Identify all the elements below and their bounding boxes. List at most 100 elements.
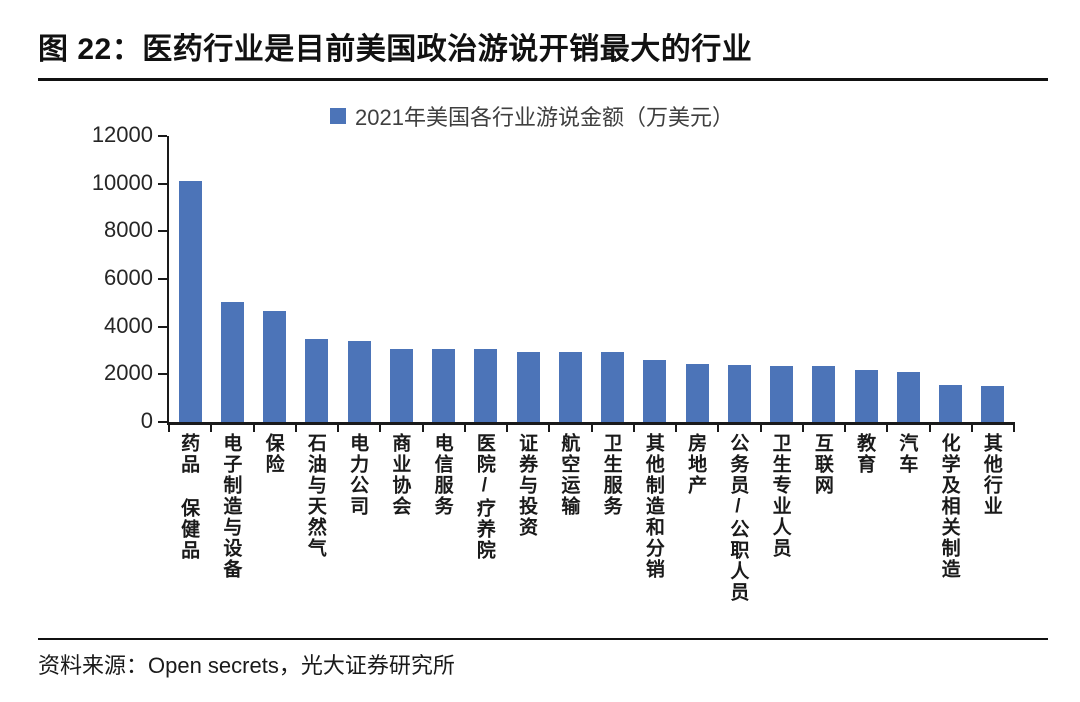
y-axis-tick-label: 8000 bbox=[104, 217, 153, 243]
x-category-slot: 电信服务 bbox=[421, 433, 463, 517]
y-axis-tick-label: 12000 bbox=[91, 121, 153, 147]
chart-legend: 2021年美国各行业游说金额（万美元） bbox=[330, 100, 734, 132]
bar bbox=[220, 302, 244, 422]
bar bbox=[939, 385, 963, 422]
x-axis-tick bbox=[506, 422, 508, 432]
x-axis-tick bbox=[759, 422, 762, 432]
x-category-label: 证券与投资 bbox=[516, 433, 538, 538]
x-category-slot: 汽车 bbox=[885, 433, 927, 475]
x-category-label: 教育 bbox=[854, 433, 876, 475]
x-axis-tick bbox=[970, 422, 973, 432]
y-axis-tick bbox=[158, 421, 167, 423]
x-axis-tick bbox=[337, 422, 339, 432]
y-axis-tick-label: 10000 bbox=[91, 169, 153, 195]
x-axis-tick bbox=[844, 422, 846, 432]
y-axis-tick bbox=[158, 135, 167, 137]
y-axis-tick-label: 6000 bbox=[104, 264, 153, 290]
x-category-label: 电信服务 bbox=[431, 433, 453, 517]
x-axis-tick bbox=[168, 422, 170, 432]
y-axis-tick-label: 2000 bbox=[104, 360, 153, 386]
y-axis-tick bbox=[158, 373, 167, 376]
source-note: 资料来源：Open secrets，光大证券研究所 bbox=[38, 653, 455, 678]
y-axis-tick bbox=[158, 278, 167, 280]
bar bbox=[812, 366, 836, 422]
x-category-label: 化学及相关制造 bbox=[938, 433, 960, 580]
x-category-slot: 电力公司 bbox=[336, 433, 378, 517]
x-axis-tick bbox=[717, 422, 720, 432]
x-axis-tick bbox=[379, 422, 382, 432]
x-axis-tick bbox=[421, 422, 424, 432]
x-category-label: 其他行业 bbox=[980, 433, 1002, 517]
x-category-label: 保险 bbox=[262, 433, 284, 475]
legend-swatch-icon bbox=[330, 108, 346, 124]
x-axis-tick bbox=[801, 422, 804, 432]
x-category-slot: 房地产 bbox=[674, 433, 716, 496]
x-axis-tick bbox=[1013, 422, 1015, 432]
bar bbox=[896, 372, 920, 422]
x-category-slot: 教育 bbox=[843, 433, 885, 475]
figure-title: 图 22：医药行业是目前美国政治游说开销最大的行业 bbox=[38, 33, 753, 66]
x-category-slot: 药品 保健品 bbox=[167, 433, 209, 561]
bar bbox=[432, 349, 456, 422]
x-category-slot: 卫生专业人员 bbox=[759, 433, 801, 559]
x-category-label: 医院/疗养院 bbox=[473, 433, 495, 561]
x-axis-tick bbox=[252, 422, 255, 432]
bar bbox=[474, 349, 498, 422]
source-divider bbox=[38, 638, 1048, 640]
title-divider bbox=[38, 78, 1048, 81]
x-category-slot: 证券与投资 bbox=[505, 433, 547, 538]
x-category-slot: 互联网 bbox=[801, 433, 843, 496]
x-category-label: 石油与天然气 bbox=[304, 433, 326, 559]
x-axis-tick bbox=[675, 422, 677, 432]
bar bbox=[770, 366, 794, 422]
y-axis-tick-label: 0 bbox=[140, 407, 153, 433]
bar bbox=[516, 352, 540, 422]
x-category-slot: 商业协会 bbox=[378, 433, 420, 517]
x-category-label: 电子制造与设备 bbox=[220, 433, 242, 580]
x-category-label: 房地产 bbox=[685, 433, 707, 496]
bar bbox=[685, 364, 709, 422]
x-axis-tick bbox=[886, 422, 889, 432]
x-category-label: 电力公司 bbox=[347, 433, 369, 517]
x-category-slot: 其他制造和分销 bbox=[632, 433, 674, 580]
x-category-slot: 化学及相关制造 bbox=[928, 433, 970, 580]
x-category-slot: 其他行业 bbox=[970, 433, 1012, 517]
x-category-label: 互联网 bbox=[811, 433, 833, 496]
bar bbox=[558, 352, 582, 422]
x-category-label: 卫生专业人员 bbox=[769, 433, 791, 559]
x-category-slot: 石油与天然气 bbox=[294, 433, 336, 559]
x-axis-tick bbox=[294, 422, 297, 432]
bar bbox=[981, 386, 1005, 422]
y-axis-tick bbox=[158, 325, 167, 328]
y-axis-tick-label: 4000 bbox=[104, 312, 153, 338]
x-category-label: 商业协会 bbox=[389, 433, 411, 517]
x-category-slot: 航空运输 bbox=[547, 433, 589, 517]
x-axis-labels: 药品 保健品 电子制造与设备 保险 石油与天然气 电力公司 商业协会 电信服务 医院/疗养院证… bbox=[167, 433, 1012, 638]
x-axis-tick bbox=[632, 422, 635, 432]
bar bbox=[263, 311, 287, 422]
bar bbox=[305, 339, 329, 422]
x-category-slot: 卫生服务 bbox=[590, 433, 632, 517]
x-axis-tick bbox=[590, 422, 593, 432]
bar bbox=[389, 349, 413, 422]
x-category-label: 其他制造和分销 bbox=[642, 433, 664, 580]
x-category-slot: 保险 bbox=[252, 433, 294, 475]
x-category-label: 汽车 bbox=[896, 433, 918, 475]
legend-label: 2021年美国各行业游说金额（万美元） bbox=[355, 105, 734, 130]
x-axis-tick bbox=[548, 422, 551, 432]
y-axis-tick bbox=[158, 182, 167, 185]
x-axis-tick bbox=[463, 422, 466, 432]
x-category-slot: 医院/疗养院 bbox=[463, 433, 505, 561]
x-category-label: 药品 保健品 bbox=[178, 433, 200, 561]
bar bbox=[347, 341, 371, 422]
plot-area: 0 2000 4000 6000 8000 10000 12000 bbox=[92, 122, 1015, 433]
y-axis-tick bbox=[158, 230, 167, 233]
x-category-slot: 公务员/公职人员 bbox=[716, 433, 758, 603]
x-category-label: 公务员/公职人员 bbox=[727, 433, 749, 603]
bar bbox=[178, 181, 202, 422]
bar bbox=[601, 352, 625, 422]
bar bbox=[643, 360, 667, 422]
bar bbox=[854, 370, 878, 422]
x-axis-tick bbox=[210, 422, 213, 432]
